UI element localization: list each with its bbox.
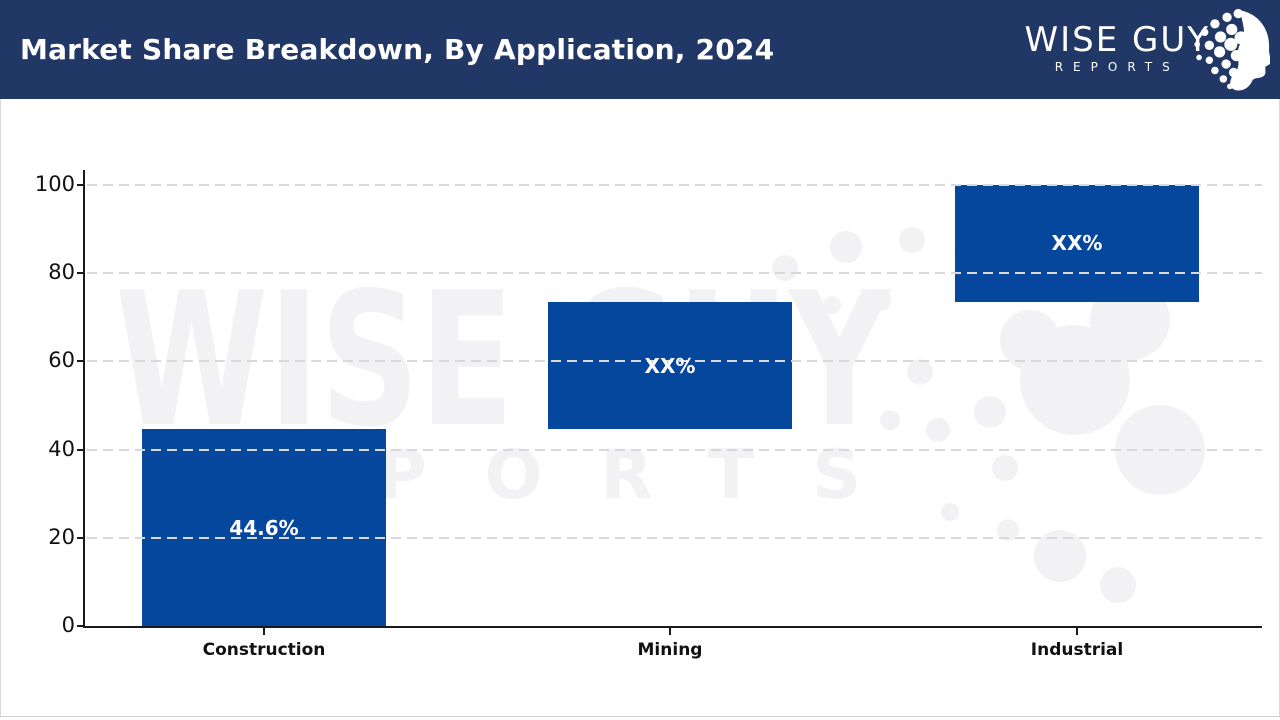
y-axis-tick-label: 0 [61, 613, 75, 637]
bar-value-label: XX% [644, 353, 696, 378]
x-axis-category-label: Mining [637, 640, 703, 660]
watermark-dot [992, 455, 1018, 481]
watermark-dot [926, 418, 950, 442]
x-axis-tickmark [669, 627, 671, 635]
bar-mining [548, 301, 792, 430]
header-bar: Market Share Breakdown, By Application, … [0, 0, 1280, 99]
watermark-dot [772, 255, 798, 281]
watermark-dot [1000, 310, 1060, 370]
bar-industrial [955, 185, 1199, 302]
y-axis-tickmark [77, 360, 85, 363]
brand-head-icon [1194, 8, 1270, 91]
brand-name: WISE GUY [1024, 20, 1210, 60]
watermark-dot [880, 410, 900, 430]
gridline [87, 448, 1262, 451]
bar-value-label: XX% [1051, 231, 1103, 256]
watermark-dot [974, 396, 1006, 428]
x-axis-tickmark [263, 627, 265, 635]
gridline [87, 536, 1262, 539]
x-axis-tickmark [1076, 627, 1078, 635]
gridline [87, 360, 1262, 363]
watermark-dot [830, 231, 862, 263]
y-axis-tickmark [77, 625, 85, 627]
watermark-dot [869, 289, 891, 311]
watermark-dot [1100, 567, 1136, 603]
y-axis-tick-label: 20 [48, 524, 75, 549]
y-axis-tickmark [77, 448, 85, 451]
brand-subname: REPORTS [1054, 60, 1180, 74]
watermark-dot [941, 503, 959, 521]
y-axis-line [83, 170, 85, 628]
watermark-dot [899, 227, 925, 253]
watermark-dot [997, 519, 1019, 541]
x-axis-line [83, 626, 1262, 628]
watermark-dot [907, 359, 933, 385]
brand-logo: WISE GUY REPORTS [1024, 22, 1210, 74]
bar-value-label: 44.6% [229, 515, 299, 540]
y-axis-tick-label: 40 [48, 436, 75, 461]
bar-construction [142, 429, 386, 626]
gridline [87, 184, 1262, 186]
y-axis-tick-label: 100 [34, 172, 75, 196]
y-axis-tickmark [77, 272, 85, 275]
y-axis-tick-label: 60 [48, 348, 75, 373]
x-axis-category-label: Construction [202, 640, 326, 660]
watermark-dot [823, 296, 841, 314]
page-title: Market Share Breakdown, By Application, … [20, 33, 775, 66]
x-axis-category-label: Industrial [1030, 640, 1124, 660]
y-axis-tick-label: 80 [48, 260, 75, 285]
y-axis-tickmark [77, 536, 85, 539]
y-axis-tickmark [77, 184, 85, 186]
gridline [87, 272, 1262, 275]
